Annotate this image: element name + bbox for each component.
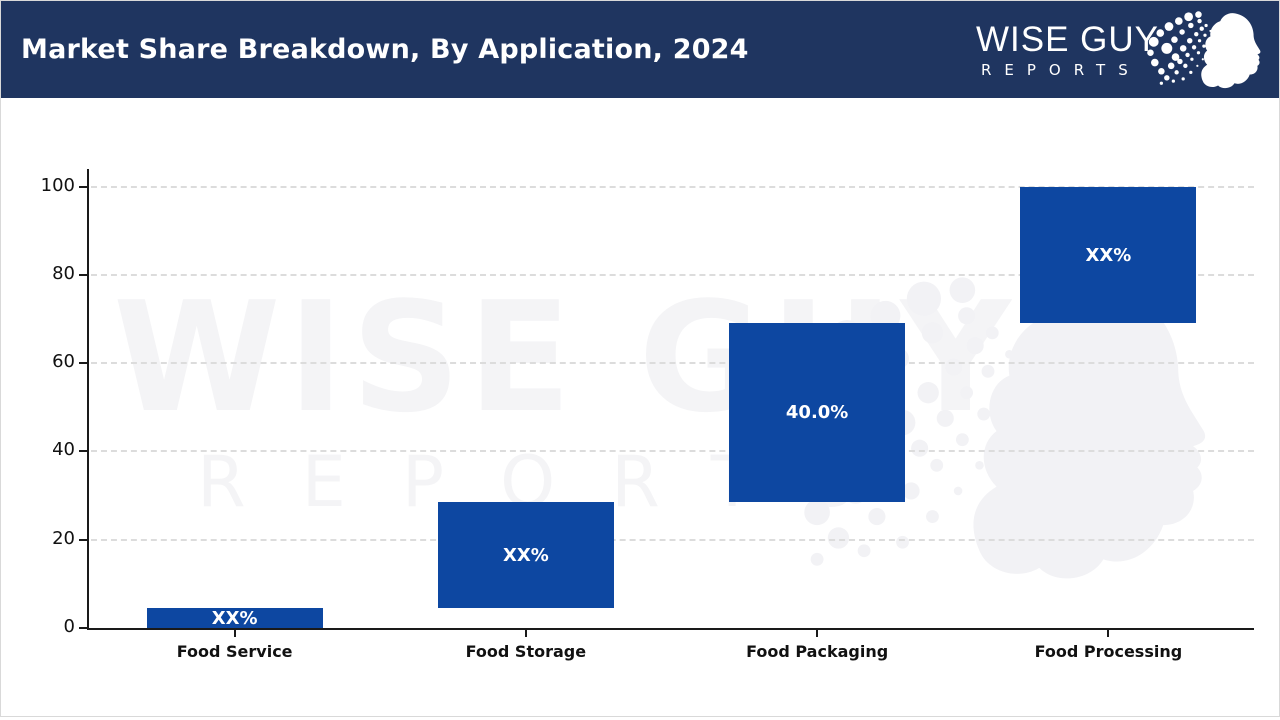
- bar-value-label: 40.0%: [785, 402, 849, 424]
- y-tick-mark: [79, 185, 87, 188]
- brand-head-icon: [1145, 8, 1265, 92]
- bar-value-label: XX%: [502, 544, 549, 566]
- x-category-label: Food Processing: [1034, 642, 1183, 661]
- x-tick-mark: [524, 630, 527, 637]
- y-tick-label: 0: [63, 616, 75, 637]
- y-tick-mark: [79, 362, 87, 365]
- x-tick-mark: [233, 630, 236, 637]
- bar-food-packaging: 40.0%: [729, 323, 906, 503]
- y-tick-mark: [79, 627, 87, 629]
- y-tick-label: 40: [52, 439, 75, 461]
- brand-sub-wordmark: REPORTS: [980, 61, 1141, 79]
- brand-logo-text: WISE GUY REPORTS: [976, 20, 1159, 79]
- x-category-label: Food Storage: [465, 642, 587, 661]
- bar-food-storage: XX%: [437, 502, 614, 609]
- bar-value-label: XX%: [1085, 244, 1132, 266]
- bar-food-service: XX%: [146, 607, 323, 629]
- brand-wordmark: WISE GUY: [975, 20, 1159, 59]
- gridline-y20: [91, 538, 1254, 541]
- y-tick-label: 80: [52, 262, 75, 284]
- y-tick-label: 20: [52, 527, 75, 549]
- gridline-y40: [91, 450, 1254, 453]
- gridline-y80: [91, 273, 1254, 276]
- bar-food-processing: XX%: [1020, 186, 1197, 324]
- y-tick-label: 100: [40, 174, 75, 196]
- x-axis-line: [87, 628, 1254, 630]
- x-category-label: Food Service: [176, 642, 293, 661]
- header: Market Share Breakdown, By Application, …: [1, 1, 1279, 98]
- y-tick-mark: [79, 538, 87, 541]
- y-tick-mark: [79, 273, 87, 276]
- y-tick-mark: [79, 450, 87, 453]
- bar-value-label: XX%: [211, 607, 258, 629]
- gridline-y100: [91, 185, 1254, 188]
- gridline-y60: [91, 362, 1254, 365]
- page-title: Market Share Breakdown, By Application, …: [21, 34, 749, 65]
- x-category-label: Food Packaging: [746, 642, 889, 661]
- y-axis-line: [87, 169, 89, 630]
- x-tick-mark: [816, 630, 819, 637]
- brand-logo: WISE GUY REPORTS: [976, 8, 1265, 92]
- x-tick-mark: [1107, 630, 1110, 637]
- y-tick-label: 60: [52, 351, 75, 373]
